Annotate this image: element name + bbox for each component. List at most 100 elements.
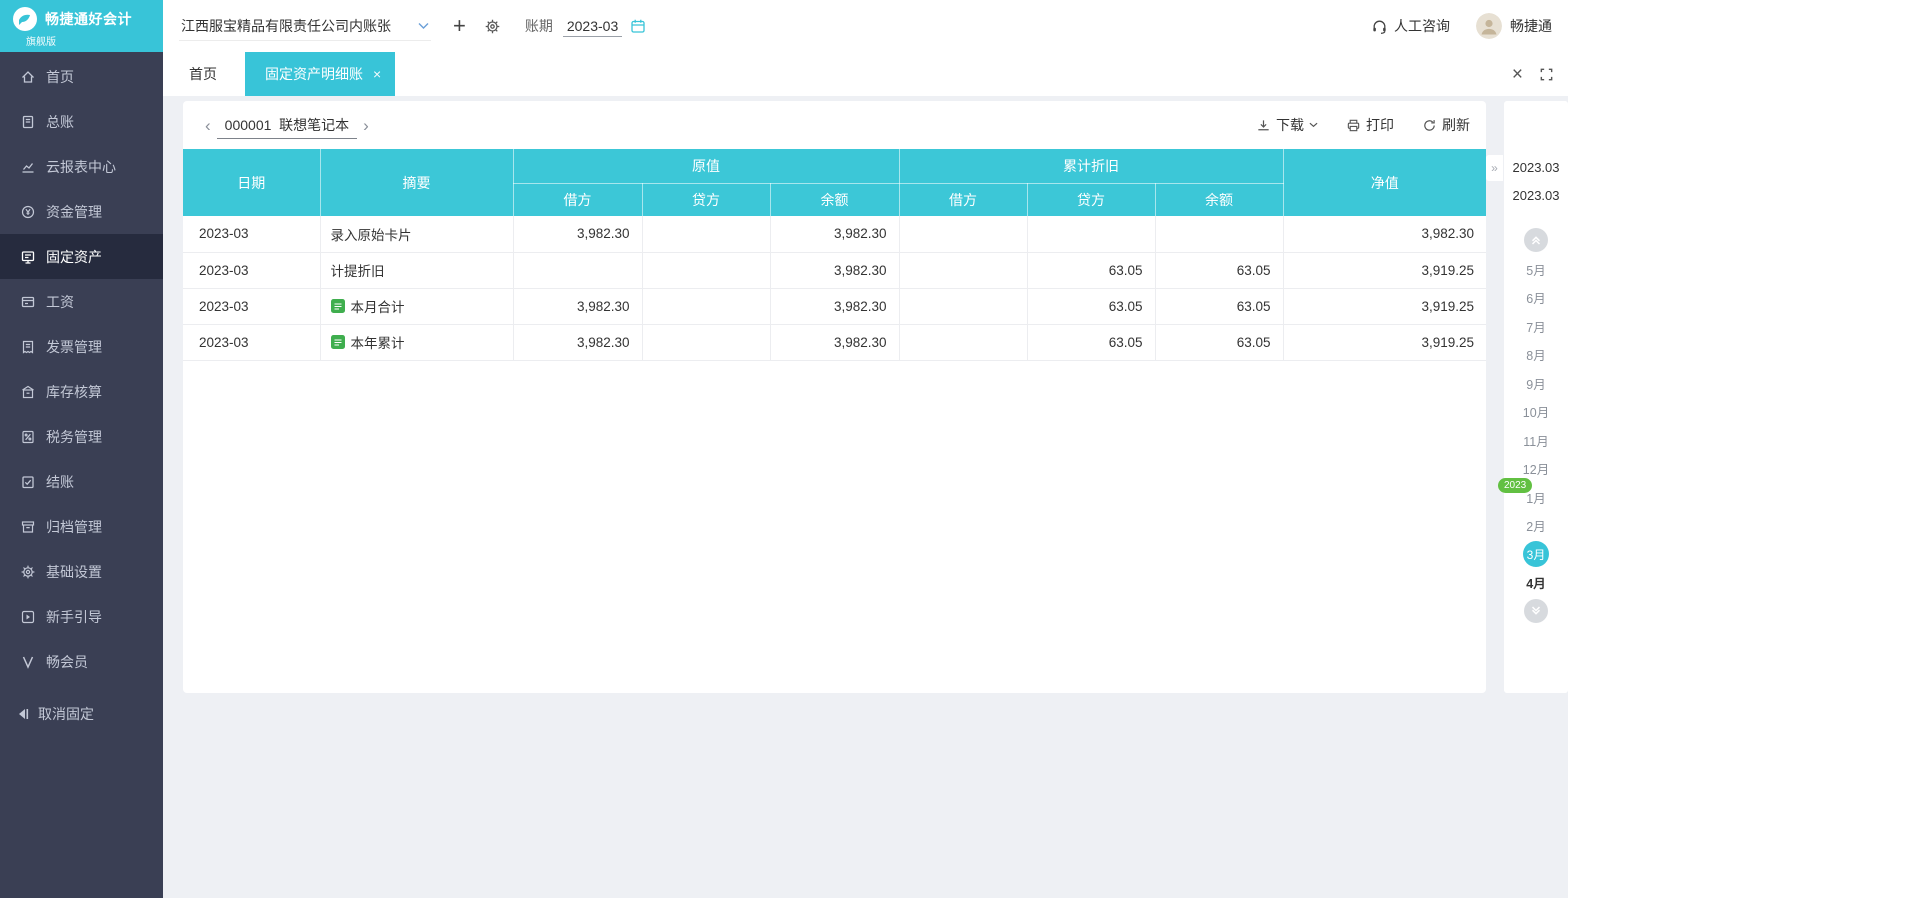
chevron-down-icon bbox=[418, 22, 429, 30]
cell-ad-credit: 63.05 bbox=[1026, 251, 1156, 289]
year-badge: 2023 bbox=[1498, 478, 1533, 493]
cell-ov-debit bbox=[512, 251, 643, 289]
account-settings-gear-icon[interactable] bbox=[484, 18, 501, 35]
cell-ad-balance bbox=[1154, 216, 1284, 253]
month-item[interactable]: 7月 bbox=[1526, 320, 1546, 335]
app-logo-title: 畅捷通好会计 bbox=[45, 11, 132, 27]
month-item[interactable]: 1月 bbox=[1526, 491, 1546, 506]
month-item[interactable]: 10月 bbox=[1522, 406, 1550, 421]
cell-ad-credit: 63.05 bbox=[1026, 287, 1156, 325]
col-header-summary: 摘要 bbox=[319, 149, 514, 216]
close-all-tabs-icon[interactable]: × bbox=[1511, 63, 1523, 85]
close-tab-icon[interactable]: × bbox=[373, 66, 382, 82]
print-button[interactable]: 打印 bbox=[1346, 115, 1394, 135]
tab-home[interactable]: 首页 bbox=[173, 52, 233, 96]
unpin-sidebar-button[interactable]: 取消固定 bbox=[16, 704, 94, 724]
sidebar-item-archive[interactable]: 归档管理 bbox=[0, 504, 163, 549]
month-item[interactable]: 9月 bbox=[1526, 377, 1546, 392]
tab-label: 固定资产明细账 bbox=[265, 66, 363, 82]
ledger-toolbar: ‹ 000001 联想笔记本 › 下载 bbox=[183, 101, 1486, 149]
avatar[interactable] bbox=[1476, 13, 1502, 39]
month-item[interactable]: 2月 bbox=[1526, 520, 1546, 535]
collapse-pin-icon bbox=[16, 707, 30, 721]
sidebar-item-label: 新手引导 bbox=[46, 608, 102, 625]
sidebar-item-settings[interactable]: 基础设置 bbox=[0, 549, 163, 594]
printer-icon bbox=[1346, 118, 1361, 133]
sidebar-item-inventory[interactable]: 库存核算 bbox=[0, 369, 163, 414]
app-window: 畅捷通好会计 旗舰版 首页 总账 云报表中心 资金管理 bbox=[0, 0, 1568, 898]
period-end[interactable]: 2023.03 bbox=[1512, 187, 1560, 203]
cell-net-value: 3,919.25 bbox=[1282, 287, 1486, 325]
collapse-panel-handle[interactable]: » bbox=[1486, 155, 1503, 181]
sidebar-item-invoices[interactable]: 发票管理 bbox=[0, 324, 163, 369]
sidebar-item-fixed-assets[interactable]: 固定资产 bbox=[0, 234, 163, 279]
cell-date: 2023-03 bbox=[183, 323, 321, 361]
month-item[interactable]: 12月 bbox=[1522, 463, 1550, 478]
sidebar: 畅捷通好会计 旗舰版 首页 总账 云报表中心 资金管理 bbox=[0, 0, 163, 898]
month-item[interactable]: 6月 bbox=[1526, 292, 1546, 307]
period-value[interactable]: 2023-03 bbox=[562, 16, 623, 37]
sidebar-item-general-ledger[interactable]: 总账 bbox=[0, 99, 163, 144]
archive-box-icon bbox=[20, 519, 36, 535]
scroll-up-button[interactable] bbox=[1524, 228, 1548, 252]
yearly-total-icon bbox=[330, 335, 345, 349]
table-row[interactable]: 2023-03 本月合计 3,982.30 3,982.30 63.05 bbox=[183, 287, 1486, 325]
company-selector[interactable]: 江西服宝精品有限责任公司内账张 bbox=[179, 12, 431, 41]
col-header-ov-balance: 余额 bbox=[769, 182, 900, 216]
sidebar-item-guide[interactable]: 新手引导 bbox=[0, 594, 163, 639]
user-name[interactable]: 畅捷通 bbox=[1510, 18, 1552, 34]
refresh-button[interactable]: 刷新 bbox=[1422, 115, 1470, 135]
changjietong-logo-icon bbox=[12, 6, 38, 32]
support-link[interactable]: 人工咨询 bbox=[1371, 16, 1450, 36]
tab-fixed-asset-ledger[interactable]: 固定资产明细账 × bbox=[245, 52, 396, 96]
payroll-card-icon bbox=[20, 294, 36, 310]
next-asset-button[interactable]: › bbox=[363, 115, 369, 135]
month-item[interactable]: 5月 bbox=[1526, 263, 1546, 278]
sidebar-item-tax[interactable]: 税务管理 bbox=[0, 414, 163, 459]
cell-ad-balance: 63.05 bbox=[1154, 251, 1284, 289]
scroll-down-button[interactable] bbox=[1524, 599, 1548, 623]
month-item-selected[interactable]: 3月 bbox=[1504, 540, 1568, 569]
money-yuan-icon bbox=[20, 204, 36, 220]
support-label: 人工咨询 bbox=[1394, 18, 1450, 34]
asset-selector[interactable]: 000001 联想笔记本 bbox=[216, 112, 358, 139]
month-item-current[interactable]: 4月 bbox=[1526, 577, 1546, 592]
prev-asset-button[interactable]: ‹ bbox=[205, 115, 211, 135]
home-icon bbox=[20, 69, 36, 85]
fullscreen-icon[interactable] bbox=[1539, 67, 1554, 82]
period-start[interactable]: 2023.03 bbox=[1512, 159, 1560, 175]
content-area: ‹ 000001 联想笔记本 › 下载 bbox=[163, 96, 1568, 898]
col-group-original-value: 原值 bbox=[512, 149, 900, 184]
sidebar-menu: 首页 总账 云报表中心 资金管理 固定资产 工资 bbox=[0, 52, 163, 684]
col-header-ad-balance: 余额 bbox=[1154, 182, 1284, 216]
cell-summary: 录入原始卡片 bbox=[319, 216, 514, 253]
sidebar-item-funds[interactable]: 资金管理 bbox=[0, 189, 163, 234]
table-row[interactable]: 2023-03 本年累计 3,982.30 3,982.30 63.05 bbox=[183, 323, 1486, 361]
cell-ov-debit: 3,982.30 bbox=[512, 216, 643, 253]
tax-percent-icon bbox=[20, 429, 36, 445]
col-group-accumulated-depreciation: 累计折旧 bbox=[898, 149, 1284, 184]
col-header-ov-credit: 贷方 bbox=[641, 182, 771, 216]
headset-icon bbox=[1371, 18, 1388, 35]
add-account-button[interactable]: + bbox=[453, 13, 466, 38]
download-label: 下载 bbox=[1276, 117, 1304, 133]
table-row[interactable]: 2023-03 录入原始卡片 3,982.30 3,982.30 3,982.3… bbox=[183, 216, 1486, 253]
closing-check-icon bbox=[20, 474, 36, 490]
sidebar-item-membership[interactable]: 畅会员 bbox=[0, 639, 163, 684]
sidebar-item-closing[interactable]: 结账 bbox=[0, 459, 163, 504]
download-icon bbox=[1256, 118, 1271, 133]
sidebar-item-cloud-reports[interactable]: 云报表中心 bbox=[0, 144, 163, 189]
tab-bar: 首页 固定资产明细账 × × bbox=[163, 52, 1568, 96]
table-row[interactable]: 2023-03 计提折旧 3,982.30 63.05 63.05 3,919.… bbox=[183, 251, 1486, 289]
month-item[interactable]: 8月 bbox=[1526, 349, 1546, 364]
period-label: 账期 bbox=[524, 18, 553, 34]
cell-summary: 本年累计 bbox=[319, 323, 514, 361]
sidebar-item-payroll[interactable]: 工资 bbox=[0, 279, 163, 324]
month-item[interactable]: 11月 bbox=[1523, 434, 1549, 449]
sidebar-item-label: 工资 bbox=[46, 293, 74, 310]
cell-ov-balance: 3,982.30 bbox=[769, 251, 900, 289]
calendar-icon[interactable] bbox=[630, 18, 646, 34]
cell-ov-credit bbox=[641, 251, 771, 289]
sidebar-item-home[interactable]: 首页 bbox=[0, 54, 163, 99]
download-button[interactable]: 下载 bbox=[1256, 115, 1318, 135]
